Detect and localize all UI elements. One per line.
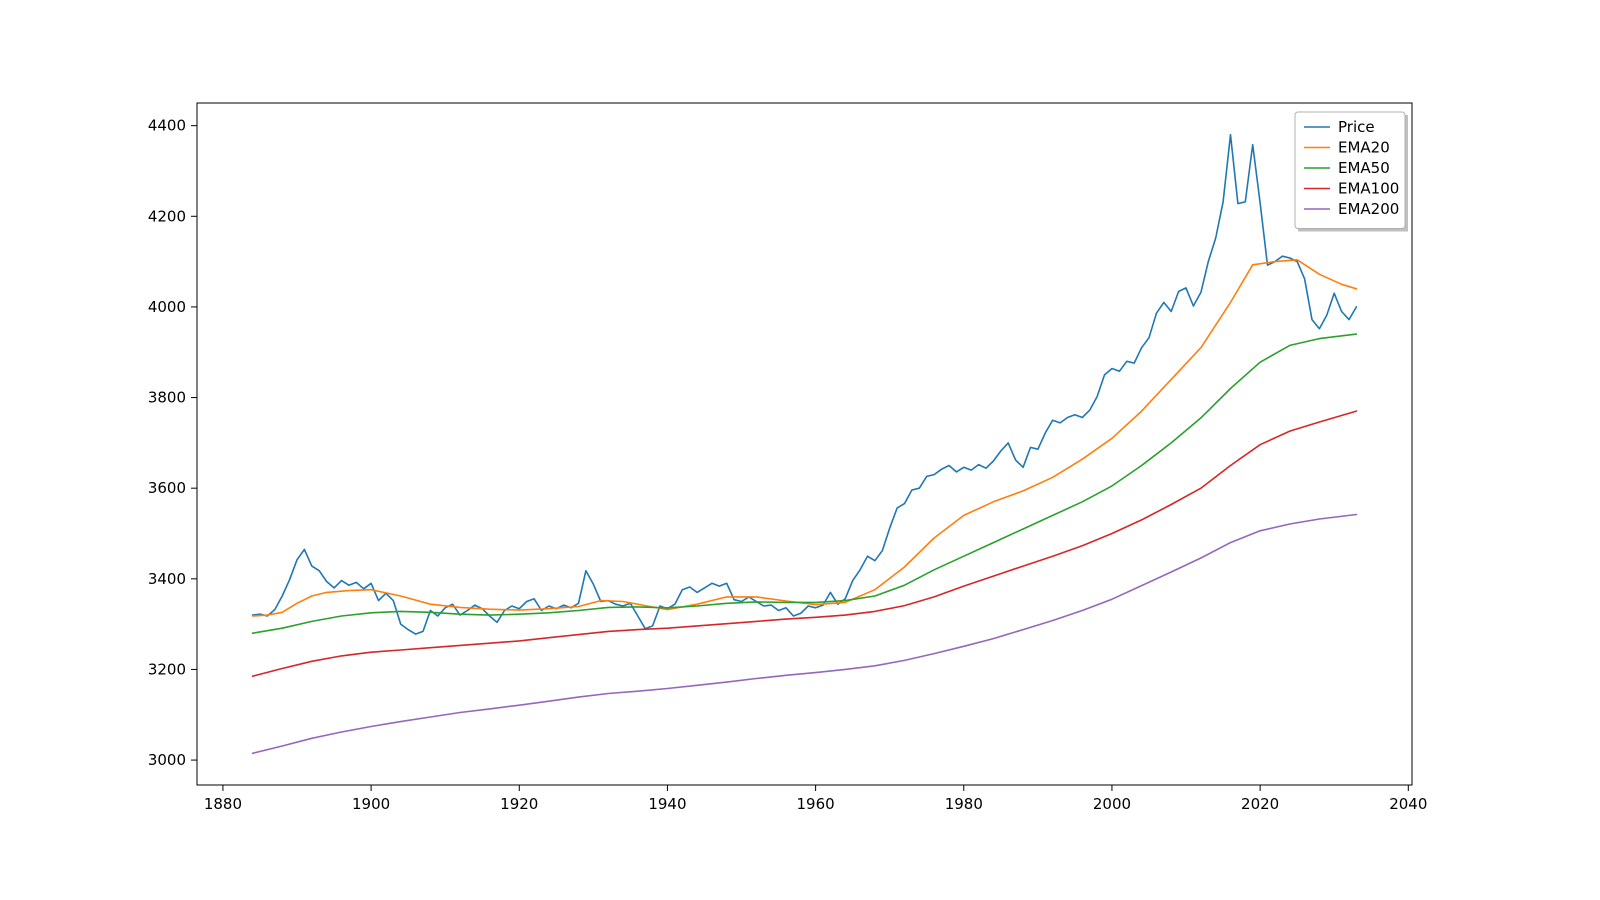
legend-label-ema50: EMA50 bbox=[1338, 159, 1390, 177]
y-tick-label: 3400 bbox=[148, 570, 186, 588]
legend-label-ema100: EMA100 bbox=[1338, 180, 1399, 198]
series-line-ema50 bbox=[251, 333, 1358, 635]
plot-border bbox=[196, 102, 1413, 786]
series-line-ema100 bbox=[251, 410, 1358, 678]
series-line-price bbox=[251, 133, 1358, 635]
y-tick-label: 4400 bbox=[148, 117, 186, 135]
y-tick-label: 4000 bbox=[148, 298, 186, 316]
x-tick-label: 1900 bbox=[352, 795, 390, 813]
x-tick-label: 1920 bbox=[500, 795, 538, 813]
y-tick-label: 4200 bbox=[148, 207, 186, 225]
x-tick-label: 2040 bbox=[1389, 795, 1427, 813]
legend-box bbox=[1294, 111, 1406, 229]
legend-label-ema200: EMA200 bbox=[1338, 200, 1399, 218]
x-tick-label: 1980 bbox=[945, 795, 983, 813]
x-tick-label: 1940 bbox=[648, 795, 686, 813]
series-line-ema200 bbox=[251, 513, 1358, 755]
legend: Price EMA20 EMA50 EMA100 EMA200 bbox=[1294, 111, 1406, 229]
x-tick-label: 1960 bbox=[797, 795, 835, 813]
plot-area bbox=[197, 103, 1412, 785]
y-tick-label: 3200 bbox=[148, 660, 186, 678]
x-tick-label: 2000 bbox=[1093, 795, 1131, 813]
x-tick-label: 2020 bbox=[1241, 795, 1279, 813]
y-tick-label: 3600 bbox=[148, 479, 186, 497]
y-tick-label: 3800 bbox=[148, 389, 186, 407]
series-line-ema20 bbox=[251, 258, 1358, 617]
y-tick-label: 3000 bbox=[148, 751, 186, 769]
legend-label-price: Price bbox=[1338, 118, 1375, 136]
x-tick-label: 1880 bbox=[204, 795, 242, 813]
legend-label-ema20: EMA20 bbox=[1338, 139, 1390, 157]
